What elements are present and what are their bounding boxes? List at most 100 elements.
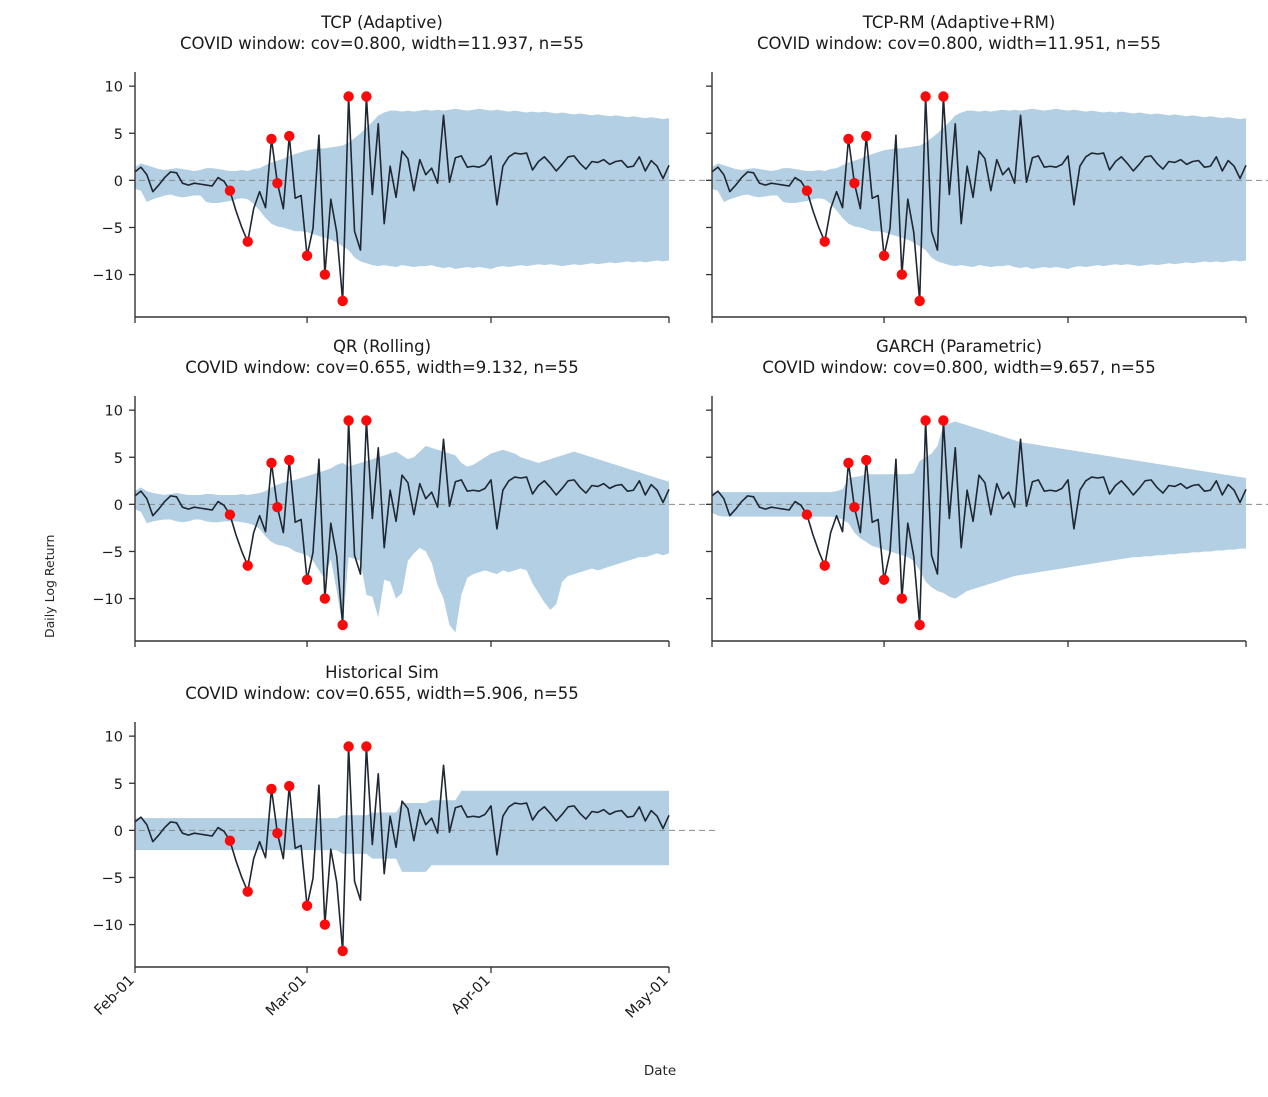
violation-marker: [319, 269, 331, 280]
violation-marker: [242, 236, 253, 247]
violation-marker: [284, 454, 295, 466]
violation-marker: [319, 593, 331, 604]
panel-title-tcp-adaptive: TCP (Adaptive) COVID window: cov=0.800, w…: [25, 12, 739, 55]
panel-historical-sim: Historical Sim COVID window: cov=0.655, w…: [25, 662, 739, 1045]
violation-marker: [284, 780, 295, 792]
y-tick-label: −10: [92, 592, 123, 608]
violation-marker: [849, 501, 860, 513]
violation-marker: [319, 919, 331, 930]
violation-marker: [337, 945, 348, 957]
y-tick-label: 0: [114, 498, 123, 514]
violation-marker: [284, 130, 295, 142]
panel-title-metrics-historical-sim: COVID window: cov=0.655, width=5.906, n=…: [185, 684, 579, 704]
violation-marker: [224, 185, 236, 196]
violation-marker: [266, 457, 277, 469]
y-tick-label: 10: [105, 80, 123, 96]
panel-title-metrics-tcp-rm: COVID window: cov=0.800, width=11.951, n…: [756, 34, 1162, 54]
panel-title-method-garch-parametric: GARCH (Parametric): [875, 337, 1043, 356]
plot-area-qr-rolling: 10 5 0 −5 −10: [92, 396, 715, 647]
violation-marker: [896, 269, 908, 280]
y-tick-label: 5: [114, 451, 123, 467]
prediction-interval-band-historical-sim: [135, 790, 669, 872]
y-tick-label: 10: [105, 404, 123, 420]
violation-marker: [337, 619, 348, 631]
panel-title-tcp-rm: TCP-RM (Adaptive+RM) COVID window: cov=0.…: [602, 12, 1268, 55]
panel-title-garch-parametric: GARCH (Parametric) COVID window: cov=0.80…: [602, 336, 1268, 379]
actual-series-line-tcp-adaptive: [134, 95, 670, 302]
violation-marker: [861, 454, 872, 466]
violation-marker: [843, 457, 854, 469]
y-tick-label: −5: [102, 871, 123, 887]
prediction-interval-band-tcp-adaptive: [135, 108, 669, 269]
plot-area-tcp-adaptive: 10 5 0 −5 −10: [92, 72, 715, 323]
panel-qr-rolling: QR (Rolling) COVID window: cov=0.655, wid…: [25, 336, 739, 719]
y-tick-label: 10: [105, 730, 123, 746]
violation-marker: [361, 741, 372, 752]
violation-marker: [801, 185, 813, 196]
violation-marker: [361, 91, 372, 102]
y-tick-label: −5: [102, 545, 123, 561]
actual-series-line-garch-parametric: [711, 419, 1247, 626]
violation-marker: [224, 835, 236, 846]
violation-marker: [301, 574, 313, 585]
violation-marker: [878, 250, 890, 261]
violation-marker: [920, 415, 931, 426]
panel-title-qr-rolling: QR (Rolling) COVID window: cov=0.655, wid…: [25, 336, 739, 379]
violation-marker: [301, 900, 313, 911]
plot-area-tcp-rm: [706, 72, 1268, 323]
prediction-interval-band-garch-parametric: [712, 421, 1246, 599]
violation-marker: [301, 250, 313, 261]
violation-marker: [801, 509, 813, 520]
violation-marker: [266, 783, 277, 795]
violation-marker: [266, 133, 277, 145]
panel-tcp-rm: TCP-RM (Adaptive+RM) COVID window: cov=0.…: [602, 12, 1268, 395]
violation-marker: [914, 619, 925, 631]
violation-marker: [224, 509, 236, 520]
figure-xlabel: Date: [643, 1063, 677, 1079]
y-tick-label: 0: [114, 174, 123, 190]
violation-marker: [938, 91, 949, 102]
panel-tcp-adaptive: TCP (Adaptive) COVID window: cov=0.800, w…: [25, 12, 739, 395]
panel-title-method-historical-sim: Historical Sim: [325, 663, 439, 682]
violation-marker: [878, 574, 890, 585]
violation-marker: [920, 91, 931, 102]
y-tick-label: 5: [114, 777, 123, 793]
panel-garch-parametric: GARCH (Parametric) COVID window: cov=0.80…: [602, 336, 1268, 719]
violation-marker: [849, 177, 860, 189]
violation-marker: [272, 177, 283, 189]
violation-marker: [272, 827, 283, 839]
plot-area-garch-parametric: [706, 396, 1268, 647]
panel-title-metrics-garch-parametric: COVID window: cov=0.800, width=9.657, n=…: [762, 358, 1156, 378]
panel-title-method-qr-rolling: QR (Rolling): [332, 337, 432, 356]
prediction-interval-band-tcp-rm: [712, 108, 1246, 269]
panel-title-metrics-qr-rolling: COVID window: cov=0.655, width=9.132, n=…: [185, 358, 579, 378]
violation-marker: [337, 295, 348, 307]
violation-marker: [819, 560, 830, 571]
violation-marker: [914, 295, 925, 307]
violation-marker: [343, 91, 354, 102]
panel-title-metrics-tcp-adaptive: COVID window: cov=0.800, width=11.937, n…: [179, 34, 585, 54]
plot-area-historical-sim: 10 5 0 −5 −10 Feb-01 Mar-01 Apr-01 May-01: [92, 722, 715, 1022]
y-tick-label: 5: [114, 127, 123, 143]
x-tick-label: May-01: [623, 973, 672, 1022]
x-tick-label: Apr-01: [449, 973, 494, 1018]
violation-marker: [938, 415, 949, 426]
violation-marker: [242, 886, 253, 897]
violation-marker: [343, 741, 354, 752]
violation-marker: [896, 593, 908, 604]
actual-series-line-qr-rolling: [134, 419, 670, 626]
y-tick-label: 0: [114, 824, 123, 840]
violation-marker: [843, 133, 854, 145]
panel-title-historical-sim: Historical Sim COVID window: cov=0.655, w…: [25, 662, 739, 705]
violation-marker: [272, 501, 283, 513]
panel-title-method-tcp-adaptive: TCP (Adaptive): [321, 13, 443, 32]
violation-marker: [819, 236, 830, 247]
violation-marker: [361, 415, 372, 426]
violation-marker: [861, 130, 872, 142]
panel-title-method-tcp-rm: TCP-RM (Adaptive+RM): [862, 13, 1056, 32]
violation-marker: [343, 415, 354, 426]
prediction-interval-band-qr-rolling: [135, 445, 669, 633]
y-tick-label: −5: [102, 221, 123, 237]
actual-series-line-historical-sim: [134, 745, 670, 952]
